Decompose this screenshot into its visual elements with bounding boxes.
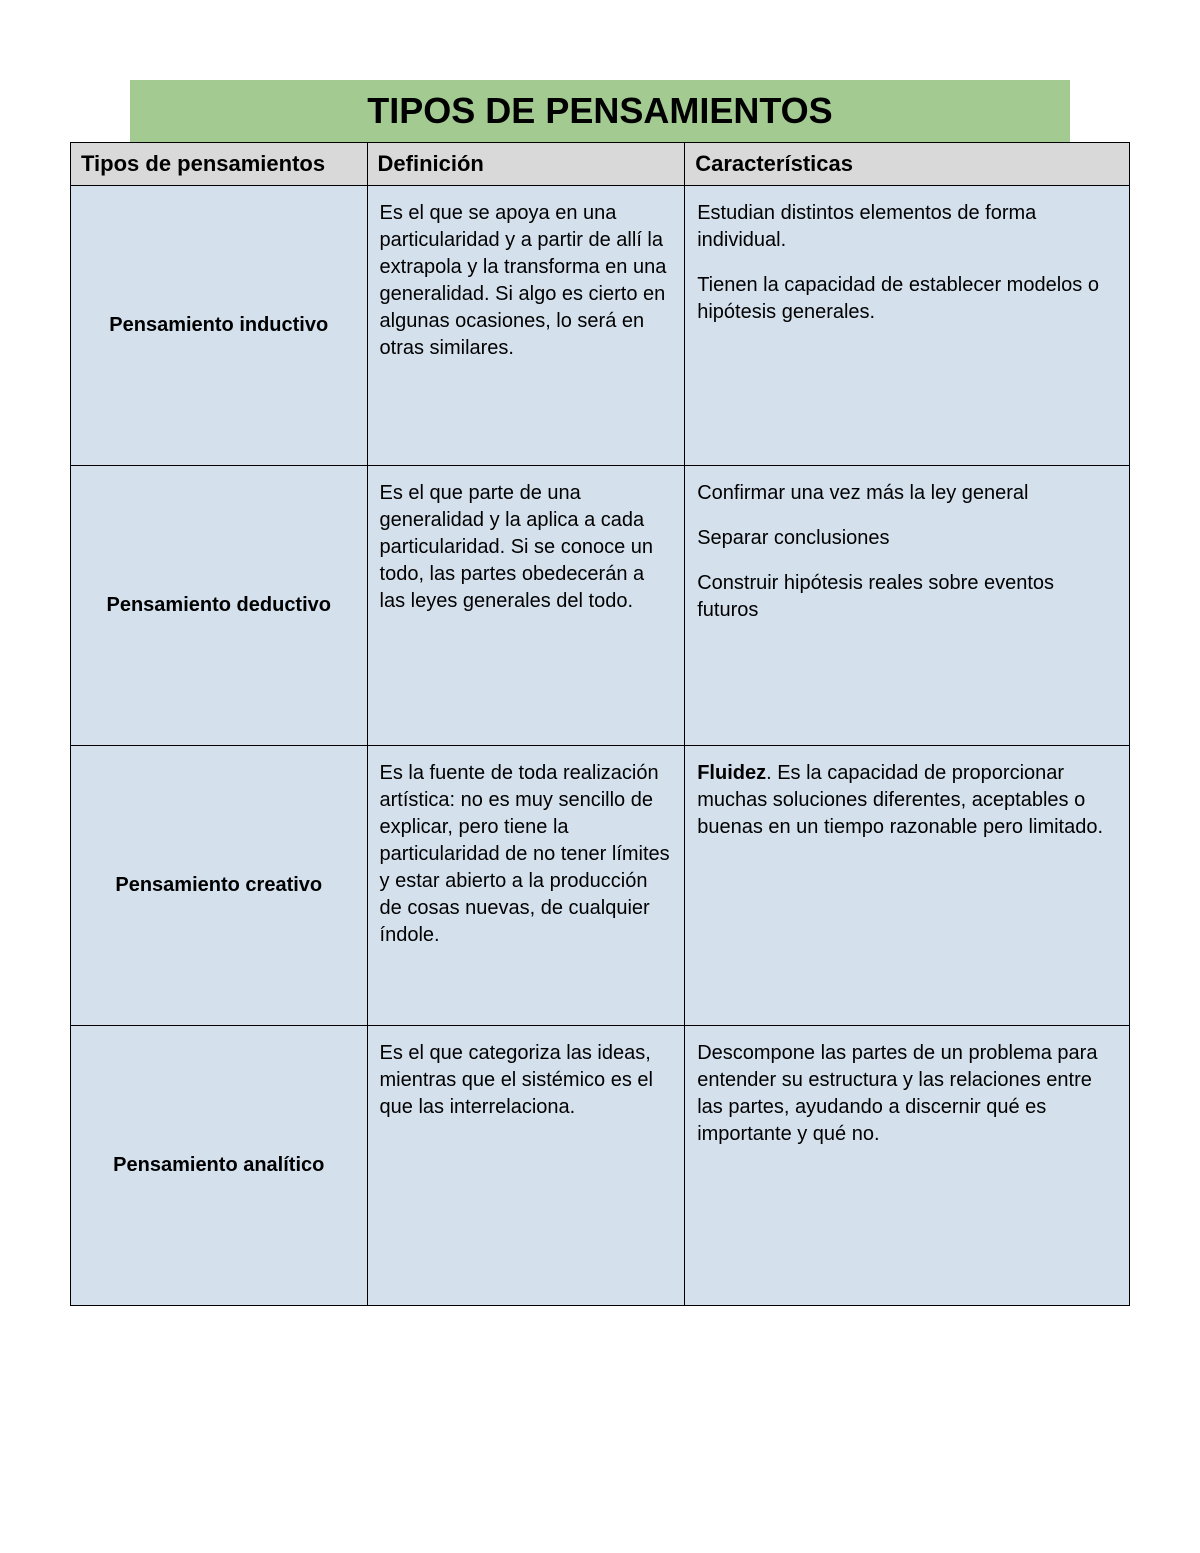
thought-types-table: Tipos de pensamientos Definición Caracte… xyxy=(70,142,1130,1306)
table-row: Pensamiento creativo Es la fuente de tod… xyxy=(71,746,1130,1026)
cell-definicion: Es el que categoriza las ideas, mientras… xyxy=(367,1026,685,1306)
page-title: TIPOS DE PENSAMIENTOS xyxy=(130,80,1070,142)
char-bold-lead: Fluidez xyxy=(697,762,766,784)
cell-tipo: Pensamiento inductivo xyxy=(71,186,368,466)
cell-definicion: Es el que se apoya en una particularidad… xyxy=(367,186,685,466)
char-line: Tienen la capacidad de establecer modelo… xyxy=(697,272,1117,326)
cell-tipo: Pensamiento analítico xyxy=(71,1026,368,1306)
cell-tipo: Pensamiento deductivo xyxy=(71,466,368,746)
cell-caracteristicas: Estudian distintos elementos de forma in… xyxy=(685,186,1130,466)
char-line: Estudian distintos elementos de forma in… xyxy=(697,200,1117,254)
char-line: Construir hipótesis reales sobre eventos… xyxy=(697,570,1117,624)
cell-caracteristicas: Confirmar una vez más la ley general Sep… xyxy=(685,466,1130,746)
char-line: Descompone las partes de un problema par… xyxy=(697,1040,1117,1148)
header-tipo: Tipos de pensamientos xyxy=(71,143,368,186)
header-definicion: Definición xyxy=(367,143,685,186)
char-line: Separar conclusiones xyxy=(697,525,1117,552)
cell-definicion: Es la fuente de toda realización artísti… xyxy=(367,746,685,1026)
cell-definicion: Es el que parte de una generalidad y la … xyxy=(367,466,685,746)
table-row: Pensamiento deductivo Es el que parte de… xyxy=(71,466,1130,746)
char-line: Confirmar una vez más la ley general xyxy=(697,480,1117,507)
cell-caracteristicas: Descompone las partes de un problema par… xyxy=(685,1026,1130,1306)
cell-tipo: Pensamiento creativo xyxy=(71,746,368,1026)
table-row: Pensamiento inductivo Es el que se apoya… xyxy=(71,186,1130,466)
table-row: Pensamiento analítico Es el que categori… xyxy=(71,1026,1130,1306)
header-caracteristicas: Características xyxy=(685,143,1130,186)
table-header-row: Tipos de pensamientos Definición Caracte… xyxy=(71,143,1130,186)
cell-caracteristicas: Fluidez. Es la capacidad de proporcionar… xyxy=(685,746,1130,1026)
